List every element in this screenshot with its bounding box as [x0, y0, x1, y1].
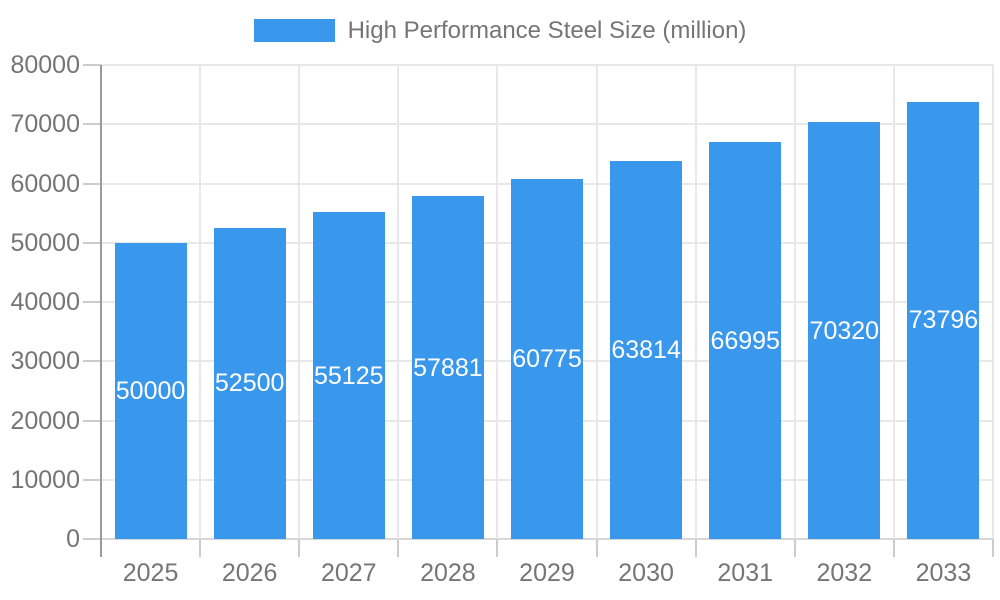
x-tick-label: 2032: [816, 559, 873, 587]
y-tick-label: 40000: [10, 288, 80, 316]
x-gridline: [397, 65, 400, 539]
x-gridline: [595, 65, 598, 539]
bar-2032[interactable]: [808, 122, 881, 539]
x-gridline: [992, 65, 994, 539]
x-axis-tick: [892, 539, 895, 557]
x-tick-label: 2027: [320, 559, 377, 587]
x-tick-label: 2028: [420, 559, 476, 587]
x-axis-tick: [496, 539, 499, 557]
x-gridline: [199, 65, 202, 539]
y-tick-label: 70000: [10, 110, 80, 139]
y-axis-tick: [83, 478, 101, 481]
y-axis-tick: [83, 301, 101, 303]
x-gridline: [694, 65, 697, 539]
y-tick-label: 20000: [10, 406, 80, 435]
legend-swatch: [253, 19, 335, 42]
bar-2027[interactable]: [312, 212, 385, 539]
bar-2025[interactable]: [114, 242, 187, 539]
y-tick-label: 10000: [10, 465, 80, 494]
x-tick-label: 2025: [122, 559, 179, 587]
y-axis-line: [100, 65, 102, 557]
legend-item[interactable]: High Performance Steel Size (million): [0, 17, 1000, 44]
bar-2033[interactable]: [907, 101, 980, 539]
bar-2030[interactable]: [610, 160, 683, 539]
y-tick-label: 60000: [10, 169, 80, 198]
bar-2026[interactable]: [213, 227, 286, 539]
x-tick-label: 2030: [618, 559, 674, 587]
x-tick-label: 2026: [221, 559, 278, 587]
x-tick-label: 2033: [915, 559, 972, 587]
legend-label: High Performance Steel Size (million): [347, 17, 747, 44]
x-axis-tick: [298, 539, 301, 557]
y-axis-tick: [83, 182, 101, 185]
x-axis-tick: [595, 539, 598, 557]
bar-2028[interactable]: [411, 196, 484, 539]
x-axis-tick: [992, 539, 994, 557]
x-tick-label: 2031: [717, 559, 774, 587]
y-tick-label: 0: [66, 525, 80, 553]
x-gridline: [793, 65, 796, 539]
x-axis-tick: [694, 539, 697, 557]
y-tick-label: 30000: [10, 347, 80, 376]
y-gridline: [101, 538, 993, 540]
x-gridline: [892, 65, 895, 539]
y-tick-label: 80000: [10, 51, 80, 79]
x-gridline: [496, 65, 499, 539]
y-axis-tick: [83, 419, 101, 422]
y-axis-tick: [83, 360, 101, 363]
y-axis-tick: [83, 241, 101, 244]
x-tick-label: 2029: [519, 559, 575, 587]
x-axis-tick: [793, 539, 796, 557]
y-gridline: [101, 64, 993, 66]
y-axis-tick: [83, 123, 101, 126]
y-axis-tick: [83, 64, 101, 66]
bar-2031[interactable]: [709, 142, 782, 539]
y-gridline: [101, 123, 993, 126]
x-gridline: [298, 65, 301, 539]
x-axis-tick: [199, 539, 202, 557]
bar-2029[interactable]: [511, 178, 583, 539]
x-axis-tick: [397, 539, 400, 557]
y-axis-tick: [83, 538, 101, 540]
y-tick-label: 50000: [10, 228, 80, 257]
